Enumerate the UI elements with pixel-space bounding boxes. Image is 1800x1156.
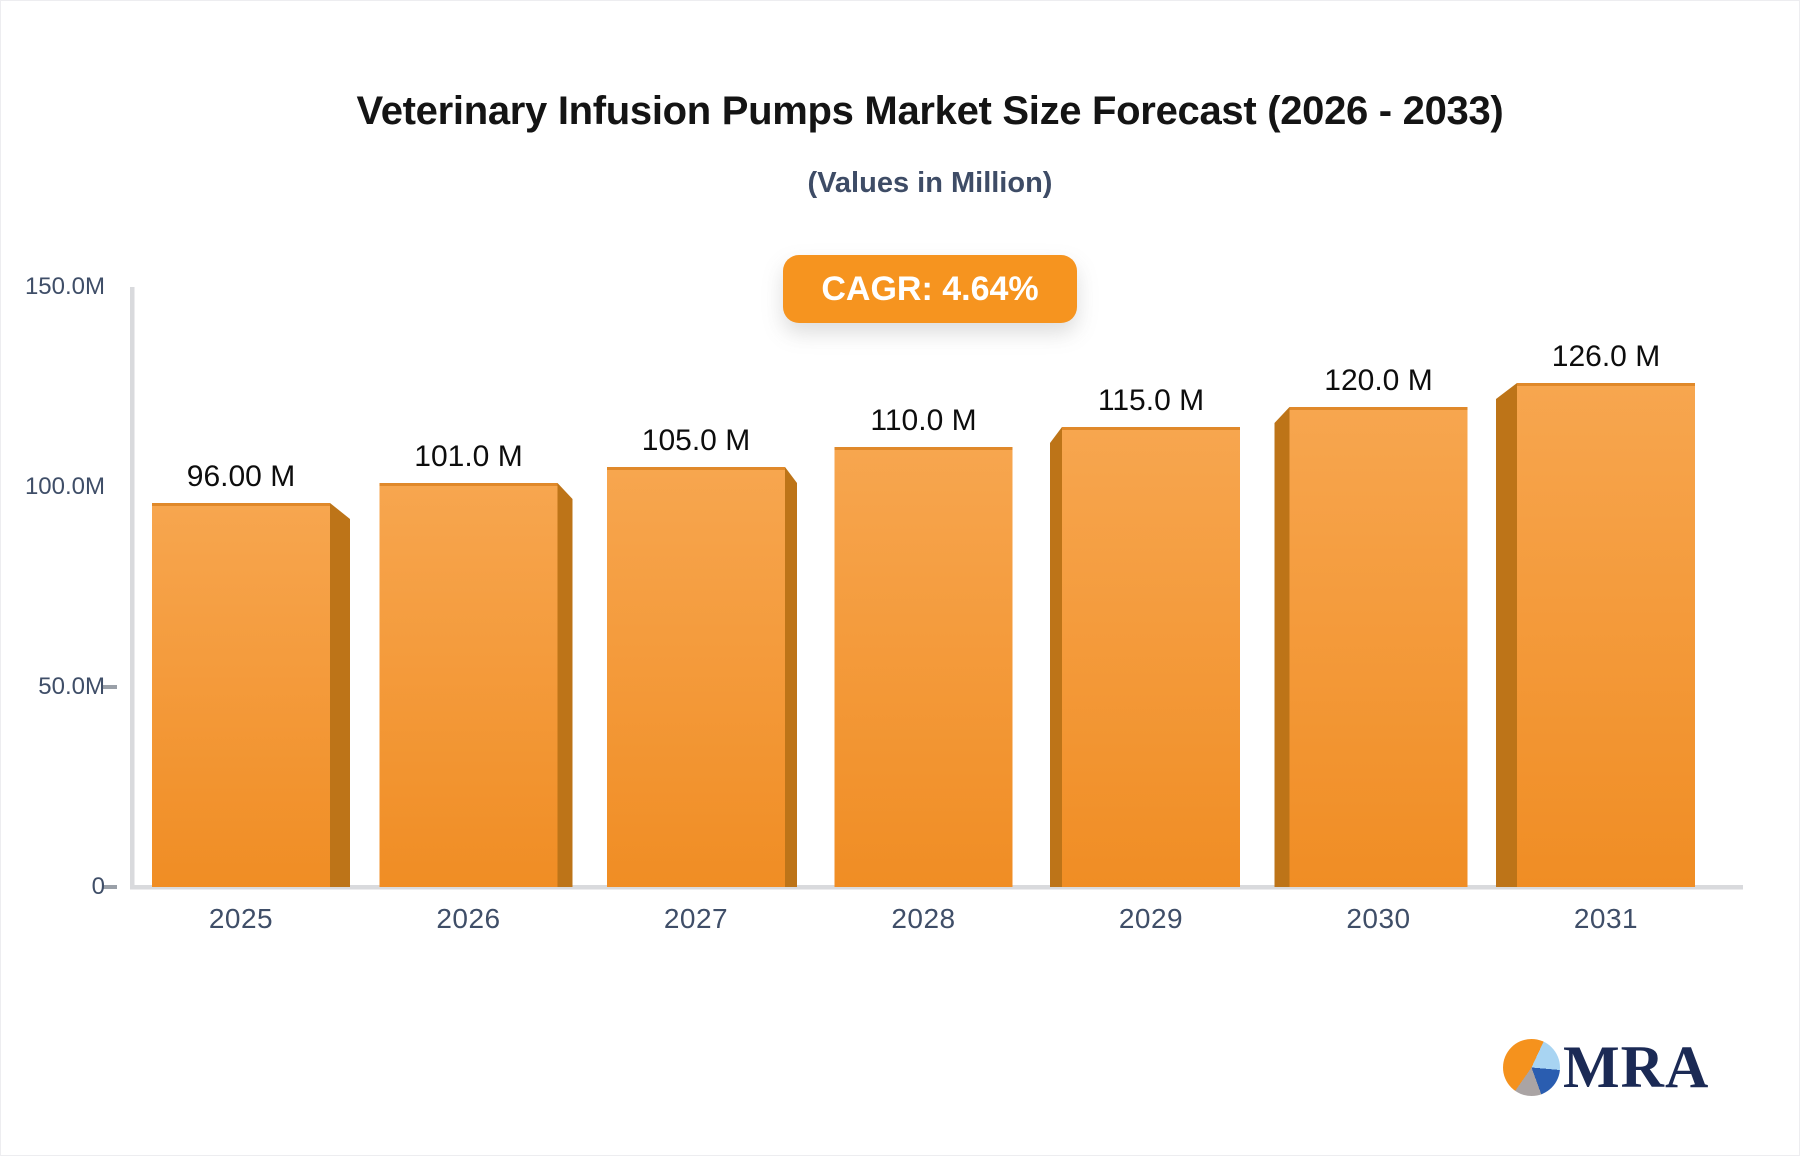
bar-side-face [785, 467, 797, 887]
bar-face [1289, 407, 1468, 887]
bar-value-label: 110.0 M [870, 404, 977, 437]
bar-top-edge [1289, 407, 1468, 410]
y-axis-tick [102, 685, 117, 689]
bar-face [379, 483, 558, 887]
bar-2031[interactable] [1496, 383, 1695, 887]
bar-side-face [330, 503, 350, 887]
bar-top-edge [834, 447, 1013, 450]
y-axis-label: 50.0M [38, 673, 105, 700]
bar-2026[interactable] [379, 483, 573, 887]
bar-2030[interactable] [1274, 407, 1468, 887]
bar-value-label: 126.0 M [1551, 340, 1661, 373]
bar-top-edge [152, 503, 330, 506]
bar-value-label: 101.0 M [414, 440, 523, 473]
y-axis-label: 150.0M [24, 273, 105, 300]
page-title: Veterinary Infusion Pumps Market Size Fo… [356, 89, 1504, 133]
bar-top-edge [1062, 427, 1240, 430]
y-axis-label: 0 [91, 873, 105, 900]
x-axis-label: 2026 [436, 903, 501, 934]
bar-2029[interactable] [1050, 427, 1240, 887]
bar-side-face [1050, 427, 1062, 887]
bar-face [607, 467, 785, 887]
bar-2028[interactable] [834, 447, 1013, 887]
bar-2025[interactable] [152, 503, 350, 887]
cagr-badge: CAGR: 4.64% [783, 255, 1077, 323]
bar-side-face [1274, 407, 1290, 887]
bar-value-label: 120.0 M [1324, 364, 1433, 397]
bar-top-edge [1517, 383, 1695, 386]
bar-value-label: 115.0 M [1097, 384, 1205, 417]
bar-face [1062, 427, 1240, 887]
y-axis-tick [102, 885, 117, 889]
badge-row: CAGR: 4.64% [61, 255, 1799, 323]
y-axis-label: 100.0M [24, 473, 105, 500]
bar-value-label: 105.0 M [641, 424, 751, 457]
x-axis-label: 2025 [208, 903, 274, 934]
pie-chart-icon [1503, 1038, 1560, 1096]
chart-subtitle: (Values in Million) [807, 167, 1053, 199]
bar-side-face [1496, 383, 1517, 887]
x-axis-label: 2031 [1573, 903, 1639, 934]
y-axis-line [130, 287, 135, 890]
x-axis-label: 2027 [663, 903, 729, 934]
bar-face [152, 503, 330, 887]
bar-face [834, 447, 1013, 887]
x-axis-label: 2029 [1118, 903, 1184, 934]
bar-top-edge [379, 483, 558, 486]
bar-value-label: 96.00 M [186, 460, 296, 493]
x-axis-label: 2028 [891, 903, 956, 934]
brand-logo-text: MRA [1563, 1034, 1710, 1100]
bar-side-face [557, 483, 573, 887]
bar-top-edge [607, 467, 785, 470]
brand-logo[interactable]: MRA [1503, 1037, 1709, 1097]
x-axis-line [130, 885, 1743, 890]
bar-2027[interactable] [607, 467, 797, 887]
bar-face [1517, 383, 1695, 887]
x-axis-label: 2030 [1346, 903, 1411, 934]
